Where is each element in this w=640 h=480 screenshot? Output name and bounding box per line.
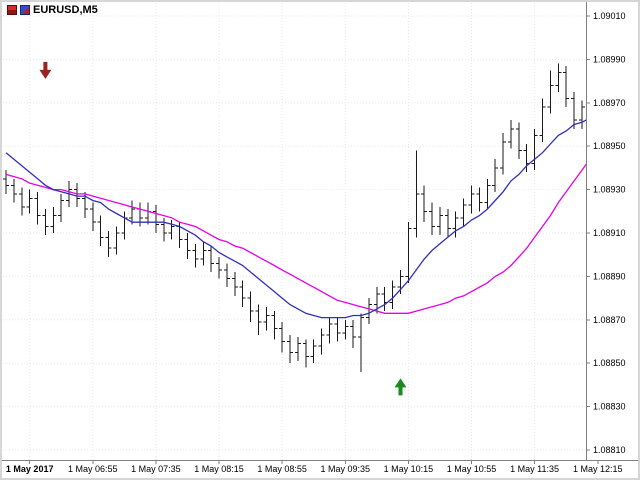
price-tick-label: 1.08890 — [593, 271, 626, 281]
time-tick-label: 1 May 11:35 — [510, 464, 559, 474]
ohlc-bars — [3, 63, 585, 372]
time-tick-label: 1 May 09:35 — [321, 464, 371, 474]
price-tick-label: 1.08810 — [593, 445, 626, 455]
price-tick-label: 1.08990 — [593, 54, 626, 64]
sell-signal-arrow — [39, 61, 52, 79]
time-tick-label: 1 May 07:35 — [131, 464, 181, 474]
flag-red-icon — [7, 5, 17, 15]
price-tick-label: 1.08950 — [593, 141, 626, 151]
price-axis[interactable]: 1.09010 1.08990 1.08970 1.08950 1.08930 1.089… — [586, 11, 626, 455]
symbol-text: EURUSD,M5 — [33, 4, 98, 16]
time-tick-label: 1 May 10:15 — [384, 464, 434, 474]
price-tick-label: 1.08870 — [593, 315, 626, 325]
time-tick-label: 1 May 08:55 — [257, 464, 307, 474]
ma-fast-line — [5, 119, 586, 319]
price-tick-label: 1.08850 — [593, 358, 626, 368]
buy-signal-arrow — [394, 378, 407, 396]
flag-blue-icon — [20, 5, 30, 15]
price-tick-label: 1.08970 — [593, 98, 626, 108]
time-axis[interactable]: 1 May 2017 1 May 06:55 1 May 07:35 1 May 08… — [6, 461, 623, 474]
price-tick-label: 1.09010 — [593, 11, 626, 21]
time-tick-label: 1 May 12:15 — [573, 464, 623, 474]
symbol-label: EURUSD,M5 — [7, 4, 98, 16]
time-tick-label: 1 May 06:55 — [68, 464, 118, 474]
price-tick-label: 1.08830 — [593, 402, 626, 412]
signal-markers — [39, 61, 407, 396]
time-tick-label: 1 May 08:15 — [194, 464, 244, 474]
ma-slow-line — [5, 163, 586, 314]
time-tick-label: 1 May 10:55 — [447, 464, 497, 474]
time-tick-label: 1 May 2017 — [6, 464, 54, 474]
price-tick-label: 1.08910 — [593, 228, 626, 238]
grid — [0, 0, 586, 461]
price-tick-label: 1.08930 — [593, 185, 626, 195]
axis-lines — [0, 0, 640, 461]
